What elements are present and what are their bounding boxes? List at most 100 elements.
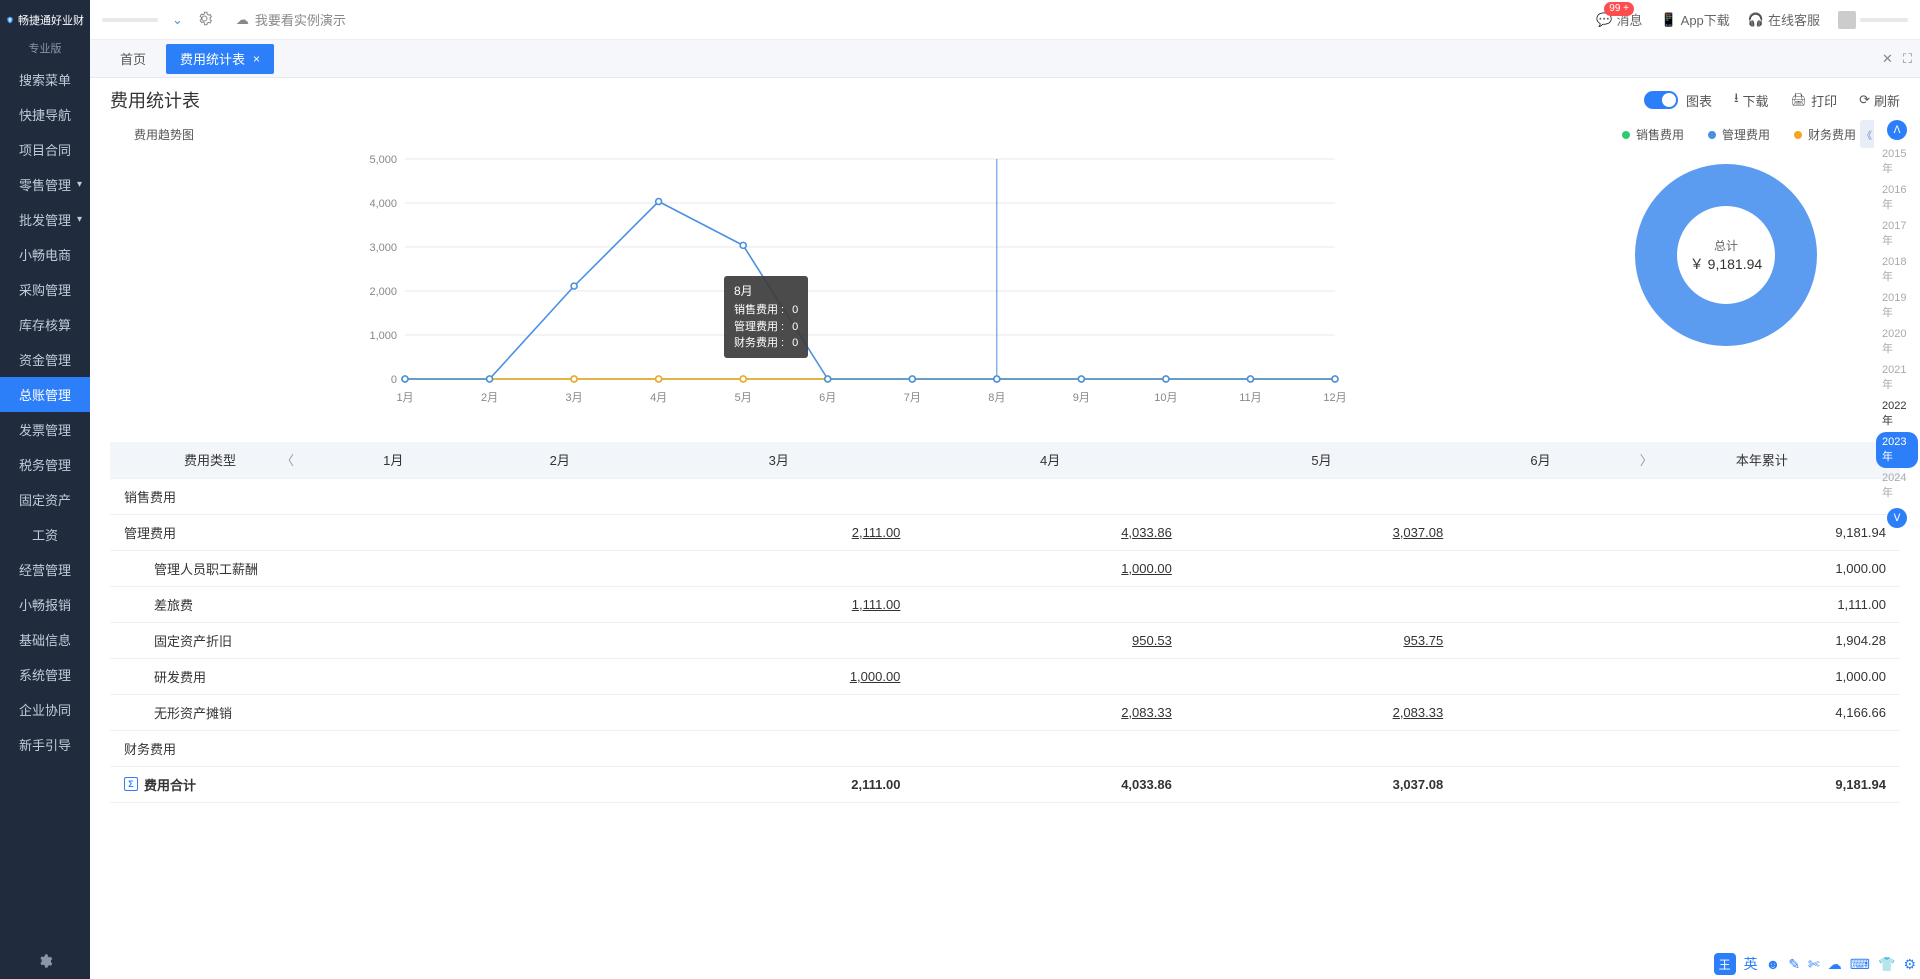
ime-keyboard-icon[interactable]: ⌨ <box>1850 956 1870 973</box>
sum-icon: Σ <box>124 777 138 791</box>
cell[interactable]: 2,111.00 <box>643 514 914 550</box>
cell <box>914 586 1185 622</box>
year-2020年[interactable]: 2020年 <box>1876 324 1918 360</box>
year-2019年[interactable]: 2019年 <box>1876 288 1918 324</box>
row-name: 研发费用 <box>110 658 310 694</box>
tab-expense-stats[interactable]: 费用统计表 × <box>166 44 274 74</box>
sidebar-item-5[interactable]: 小畅电商 <box>0 237 90 272</box>
cell[interactable]: 1,111.00 <box>643 586 914 622</box>
table-prev-button[interactable]: 〈 <box>275 450 300 469</box>
sidebar-item-0[interactable]: 搜索菜单 <box>0 62 90 97</box>
col-m3: 3月 <box>643 442 914 478</box>
sidebar-item-15[interactable]: 小畅报销 <box>0 587 90 622</box>
sidebar-settings[interactable] <box>0 943 90 979</box>
user-name <box>1860 18 1908 22</box>
cell <box>477 478 644 514</box>
year-down-button[interactable]: ᐯ <box>1887 508 1907 528</box>
ime-lang[interactable]: 英 <box>1744 954 1758 974</box>
messages-button[interactable]: 💬 消息 99 + <box>1596 10 1642 29</box>
table-next-button[interactable]: 〉 <box>1634 450 1659 469</box>
fullscreen-button[interactable]: ⛶ <box>1903 51 1912 67</box>
cell <box>477 550 644 586</box>
user-menu[interactable] <box>1838 11 1908 29</box>
close-icon[interactable]: × <box>253 52 260 66</box>
ime-person-icon[interactable]: 👕 <box>1878 956 1895 973</box>
header-settings-button[interactable] <box>197 11 212 29</box>
ime-scissors-icon[interactable]: ✄ <box>1808 956 1820 973</box>
sidebar-item-16[interactable]: 基础信息 <box>0 622 90 657</box>
year-2022年[interactable]: 2022年 <box>1876 396 1918 432</box>
app-download-button[interactable]: 📱 App下载 <box>1660 10 1729 29</box>
cell[interactable]: 953.75 <box>1186 622 1457 658</box>
sidebar-item-3[interactable]: 零售管理▾ <box>0 167 90 202</box>
cell: 2,111.00 <box>643 766 914 803</box>
col-m4: 4月 <box>914 442 1185 478</box>
legend-item[interactable]: 管理费用 <box>1708 126 1770 143</box>
sidebar-item-7[interactable]: 库存核算 <box>0 307 90 342</box>
page-title: 费用统计表 <box>110 87 200 113</box>
row-name: 差旅费 <box>110 586 310 622</box>
cell[interactable]: 1,000.00 <box>914 550 1185 586</box>
cell[interactable]: 2,083.33 <box>914 694 1185 730</box>
year-2015年[interactable]: 2015年 <box>1876 144 1918 180</box>
expense-table: 费用类型 〈 1月 2月 3月 4月 5月 6月 〉 本年累计 销售费用管理费用… <box>110 442 1900 803</box>
sidebar-item-19[interactable]: 新手引导 <box>0 727 90 762</box>
year-2016年[interactable]: 2016年 <box>1876 180 1918 216</box>
download-button[interactable]: ⭳下载 <box>1734 89 1769 111</box>
sidebar-item-2[interactable]: 项目合同 <box>0 132 90 167</box>
year-2021年[interactable]: 2021年 <box>1876 360 1918 396</box>
year-rail-collapse[interactable]: 《 <box>1860 120 1874 148</box>
sidebar-item-10[interactable]: 发票管理 <box>0 412 90 447</box>
legend-label: 财务费用 <box>1808 126 1856 143</box>
legend-item[interactable]: 财务费用 <box>1794 126 1856 143</box>
print-button[interactable]: 🖨打印 <box>1791 91 1838 110</box>
demo-link[interactable]: ☁ 我要看实例演示 <box>236 10 346 29</box>
cell[interactable]: 3,037.08 <box>1186 514 1457 550</box>
chart-toggle[interactable] <box>1644 91 1678 109</box>
sidebar-item-12[interactable]: 固定资产 <box>0 482 90 517</box>
sidebar-item-1[interactable]: 快捷导航 <box>0 97 90 132</box>
table-header-row: 费用类型 〈 1月 2月 3月 4月 5月 6月 〉 本年累计 <box>110 442 1900 478</box>
year-2018年[interactable]: 2018年 <box>1876 252 1918 288</box>
legend-item[interactable]: 销售费用 <box>1622 126 1684 143</box>
sidebar-item-13[interactable]: 工资 <box>0 517 90 552</box>
refresh-button[interactable]: ⟳刷新 <box>1859 91 1900 110</box>
sidebar-item-6[interactable]: 采购管理 <box>0 272 90 307</box>
sidebar-item-18[interactable]: 企业协同 <box>0 692 90 727</box>
online-service-button[interactable]: 🎧 在线客服 <box>1748 10 1820 29</box>
cell <box>1186 550 1457 586</box>
cell[interactable]: 950.53 <box>914 622 1185 658</box>
print-icon: 🖨 <box>1791 92 1808 108</box>
row-name: 管理费用 <box>110 514 310 550</box>
sidebar-item-8[interactable]: 资金管理 <box>0 342 90 377</box>
tab-close-all-button[interactable]: ✕ <box>1882 51 1893 67</box>
cell <box>643 730 914 766</box>
ime-edit-icon[interactable]: ✎ <box>1788 956 1800 973</box>
sidebar-item-14[interactable]: 经营管理 <box>0 552 90 587</box>
cell <box>1457 514 1624 550</box>
cell <box>477 658 644 694</box>
ime-settings-icon[interactable]: ⚙ <box>1903 956 1916 973</box>
ime-cloud-icon[interactable]: ☁ <box>1828 956 1842 973</box>
year-2017年[interactable]: 2017年 <box>1876 216 1918 252</box>
row-total: 1,904.28 <box>1624 622 1900 658</box>
year-2023年[interactable]: 2023年 <box>1876 432 1918 468</box>
svg-text:10月: 10月 <box>1154 392 1177 404</box>
year-2024年[interactable]: 2024年 <box>1876 468 1918 504</box>
cell[interactable]: 4,033.86 <box>914 514 1185 550</box>
svg-text:2月: 2月 <box>481 392 498 404</box>
ime-emoji-icon[interactable]: ☻ <box>1766 956 1781 972</box>
cell <box>643 622 914 658</box>
sidebar-item-17[interactable]: 系统管理 <box>0 657 90 692</box>
cell[interactable]: 2,083.33 <box>1186 694 1457 730</box>
tab-home[interactable]: 首页 <box>106 44 160 74</box>
cell[interactable]: 1,000.00 <box>643 658 914 694</box>
year-up-button[interactable]: ᐱ <box>1887 120 1907 140</box>
sidebar-item-9[interactable]: 总账管理 <box>0 377 90 412</box>
sidebar-item-11[interactable]: 税务管理 <box>0 447 90 482</box>
sidebar-item-4[interactable]: 批发管理▾ <box>0 202 90 237</box>
cell <box>310 550 477 586</box>
col-type: 费用类型 〈 <box>110 442 310 478</box>
org-selector[interactable]: ⌄ <box>102 12 183 28</box>
ime-indicator[interactable]: 王 <box>1714 953 1736 975</box>
